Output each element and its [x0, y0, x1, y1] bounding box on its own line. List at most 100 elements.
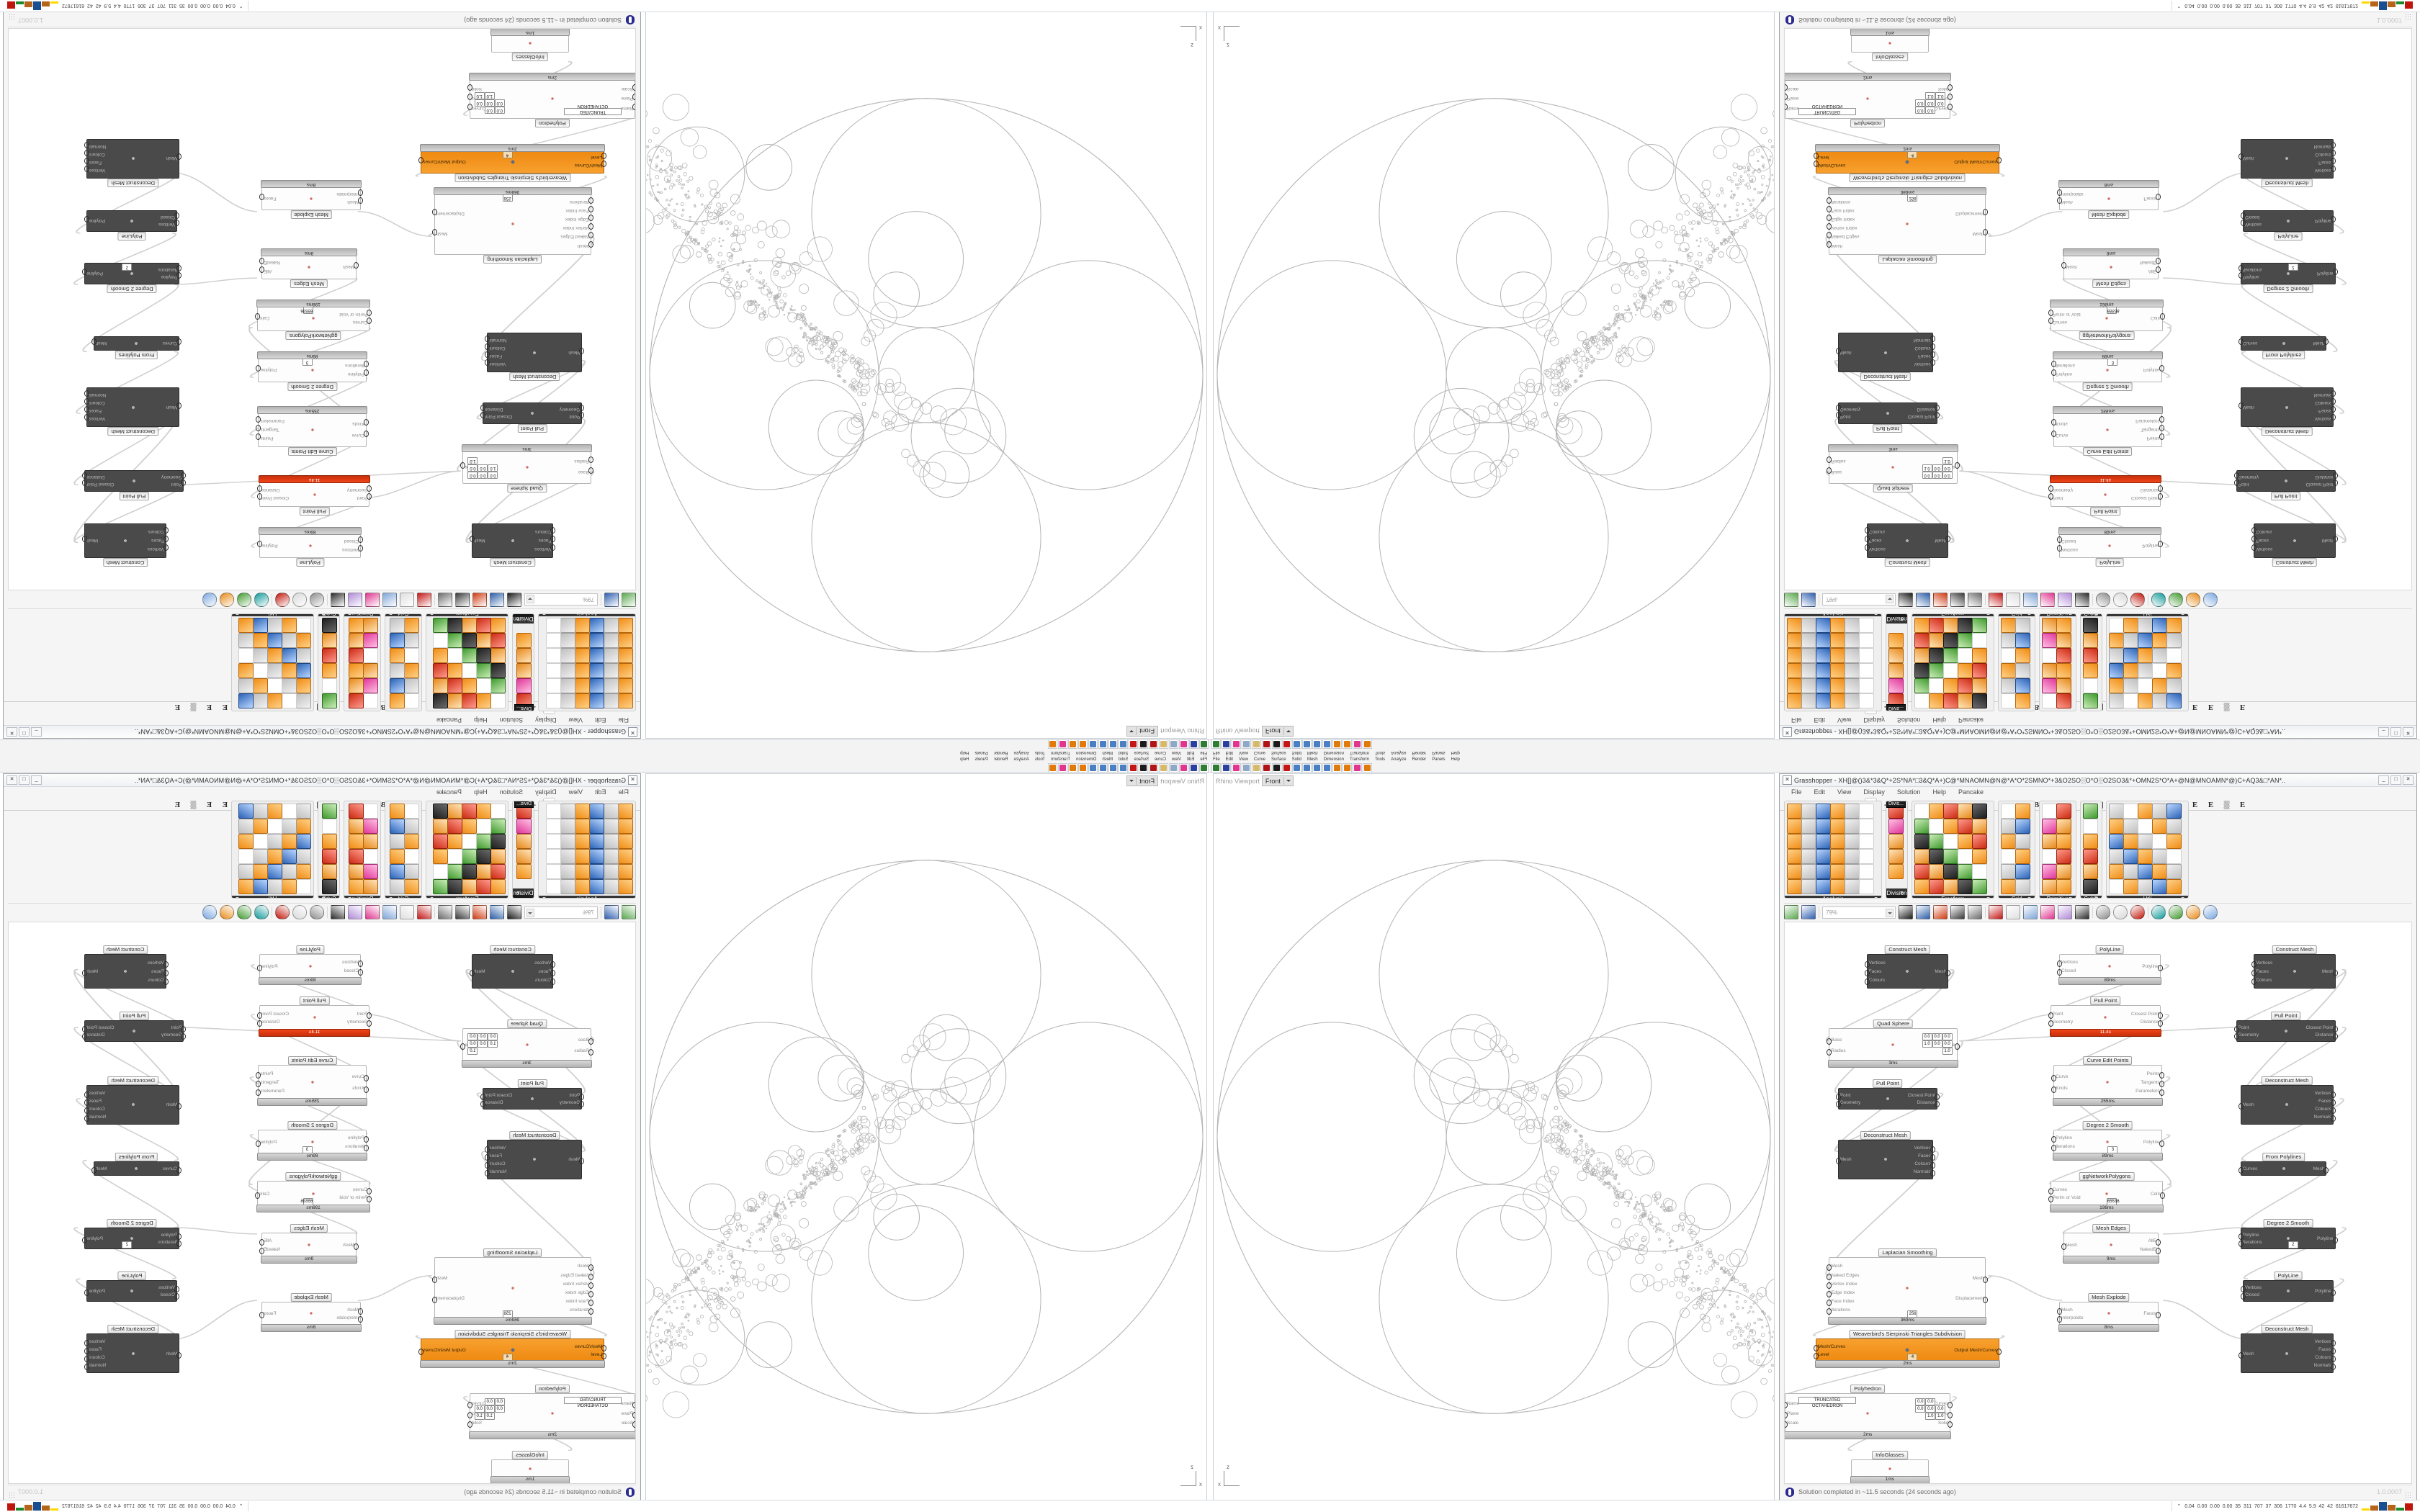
component-button[interactable]	[1801, 633, 1816, 648]
copy-icon[interactable]	[1159, 739, 1168, 750]
gh-input-nub[interactable]	[550, 536, 556, 543]
gh-menu-view[interactable]: View	[568, 716, 583, 724]
gh-node-body[interactable]: Curves Mesh	[2238, 336, 2329, 351]
gh-output-port[interactable]: Displacement	[436, 1295, 465, 1301]
gh-output-port[interactable]: Solid	[471, 86, 483, 91]
gh-input-port[interactable]: Polyline	[161, 274, 178, 280]
close-button[interactable]: ✕	[2403, 727, 2414, 737]
gh-node-value-field[interactable]: 4	[502, 150, 513, 158]
component-button[interactable]	[433, 879, 448, 894]
new-file-icon[interactable]	[1211, 762, 1221, 773]
component-button[interactable]	[462, 678, 477, 693]
gh-input-nub[interactable]	[2238, 402, 2244, 409]
gh-menu-file[interactable]: File	[618, 716, 629, 724]
gh-output-port[interactable]: Polyline	[261, 964, 278, 970]
gh-node[interactable]: Pull Point Point Geometry Closest Point Dist…	[1835, 402, 1940, 433]
gh-output-port[interactable]: Closest Point	[2130, 495, 2159, 501]
teal-gem-icon[interactable]	[254, 593, 269, 607]
gh-node-value-field[interactable]: 0.0	[494, 1398, 505, 1405]
gh-input-nub[interactable]	[174, 1293, 180, 1300]
component-button[interactable]	[2152, 633, 2167, 648]
palette-caption[interactable]: Freeform▼	[426, 613, 508, 616]
gh-input-nub[interactable]	[2056, 197, 2062, 204]
gh-input-port[interactable]: Mesh	[568, 1157, 581, 1163]
gh-node-value-field[interactable]: 3	[2107, 358, 2118, 366]
gh-output-port[interactable]: Points	[2146, 435, 2160, 441]
component-button[interactable]	[1943, 663, 1958, 678]
gh-input-port[interactable]: Point	[569, 1093, 581, 1099]
gh-node[interactable]: Degree 2 Smooth Polyline Iterations Polylin…	[256, 1120, 369, 1161]
redo-icon[interactable]	[1282, 739, 1291, 750]
minimize-button[interactable]: _	[2378, 727, 2389, 737]
component-button[interactable]	[589, 864, 604, 879]
orange-gem-icon[interactable]	[220, 593, 234, 607]
rotate-ccw-icon[interactable]	[1343, 762, 1352, 773]
gh-node[interactable]: Deconstruct Mesh Mesh Vertices Faces Colours…	[2238, 138, 2336, 187]
component-button[interactable]	[1801, 648, 1816, 663]
gh-input-port[interactable]: Vertices	[534, 960, 552, 966]
rhino-menu-surface[interactable]: Surface	[1270, 750, 1286, 755]
component-button[interactable]	[390, 864, 405, 879]
component-button[interactable]	[253, 678, 268, 693]
sphere-shade-icon[interactable]	[310, 593, 324, 607]
gh-input-nub[interactable]	[174, 219, 180, 226]
grasshopper-canvas[interactable]: Construct Mesh Vertices Faces Colours Mesh Qu…	[8, 922, 636, 1484]
component-button[interactable]	[282, 678, 297, 693]
component-button[interactable]	[253, 864, 268, 879]
gh-output-port[interactable]: Vertices	[1914, 361, 1931, 367]
gh-input-nub[interactable]	[358, 1308, 364, 1315]
component-button[interactable]	[1943, 693, 1958, 708]
component-button[interactable]	[575, 633, 590, 648]
gh-input-nub[interactable]	[579, 1158, 585, 1165]
gh-menu-edit[interactable]: Edit	[1814, 716, 1826, 724]
save-icon[interactable]	[1222, 762, 1231, 773]
gh-input-nub[interactable]	[176, 338, 182, 346]
component-button[interactable]	[1958, 678, 1973, 693]
component-button[interactable]	[1929, 693, 1944, 708]
node-layer[interactable]: Construct Mesh Vertices Faces Colours Mesh Qu…	[1784, 28, 2411, 590]
component-button[interactable]	[575, 879, 590, 894]
component-button[interactable]	[546, 849, 561, 864]
grasshopper-menubar[interactable]: File Edit View Display Solution Help Pancake	[4, 787, 640, 796]
save-icon[interactable]	[1189, 762, 1198, 773]
gh-node[interactable]: Degree 2 Smooth Polyline Iterations Polylin…	[256, 351, 369, 392]
gh-output-port[interactable]: Colours	[89, 1355, 105, 1361]
chevron-down-icon[interactable]	[1886, 595, 1894, 604]
gh-input-port[interactable]: Vertex Index	[563, 1281, 589, 1287]
component-button[interactable]	[516, 849, 532, 864]
gh-output-port[interactable]: Vertices	[89, 1339, 106, 1345]
gh-node-body[interactable]: Curve Knots Points Tangents Parameters 255ms	[256, 405, 369, 447]
component-button[interactable]	[253, 648, 268, 663]
gh-output-port[interactable]: Distance	[261, 1020, 280, 1025]
rhino-menu-render[interactable]: Render	[1412, 750, 1427, 755]
rotate-icon[interactable]	[1332, 739, 1342, 750]
gh-input-nub[interactable]	[354, 262, 359, 269]
component-button[interactable]	[2056, 648, 2071, 663]
grasshopper-canvas[interactable]: Construct Mesh Vertices Faces Colours Mesh Qu…	[1784, 28, 2412, 590]
gh-output-port[interactable]: Closest Point	[1907, 413, 1935, 419]
component-button[interactable]	[433, 633, 448, 648]
component-button[interactable]	[322, 864, 337, 879]
gh-input-port[interactable]: Point	[2052, 495, 2063, 501]
component-button[interactable]	[462, 633, 477, 648]
print-icon[interactable]	[1179, 739, 1188, 750]
blue-gem-icon[interactable]	[202, 593, 217, 607]
paste-icon[interactable]	[1262, 739, 1271, 750]
component-button[interactable]	[2001, 663, 2016, 678]
rhino-menu-help[interactable]: Help	[1451, 757, 1460, 762]
gh-output-nub[interactable]	[2159, 433, 2164, 440]
gh-output-nub[interactable]	[2330, 406, 2336, 413]
gh-node[interactable]: Deconstruct Mesh Mesh Vertices Faces Colours…	[485, 333, 585, 382]
component-button[interactable]	[2015, 618, 2030, 633]
close-button[interactable]: ✕	[6, 727, 17, 737]
palette-caption[interactable]: SubD▼	[318, 896, 339, 899]
print-icon[interactable]	[1232, 739, 1241, 750]
gh-output-port[interactable]: Faces	[1918, 354, 1931, 359]
gh-node-body[interactable]: Mesh Interpolate Faces 8ms	[2056, 180, 2161, 210]
chevron-down-icon[interactable]: ▼	[429, 613, 434, 616]
zoom-extents-icon[interactable]	[507, 905, 521, 919]
gh-node-value-field[interactable]: 0.0	[484, 1405, 495, 1413]
gh-node[interactable]: Mesh Edges Mesh AllE NakedE 9ms	[259, 248, 359, 289]
component-button[interactable]	[2001, 618, 2016, 633]
component-button[interactable]	[1845, 648, 1860, 663]
